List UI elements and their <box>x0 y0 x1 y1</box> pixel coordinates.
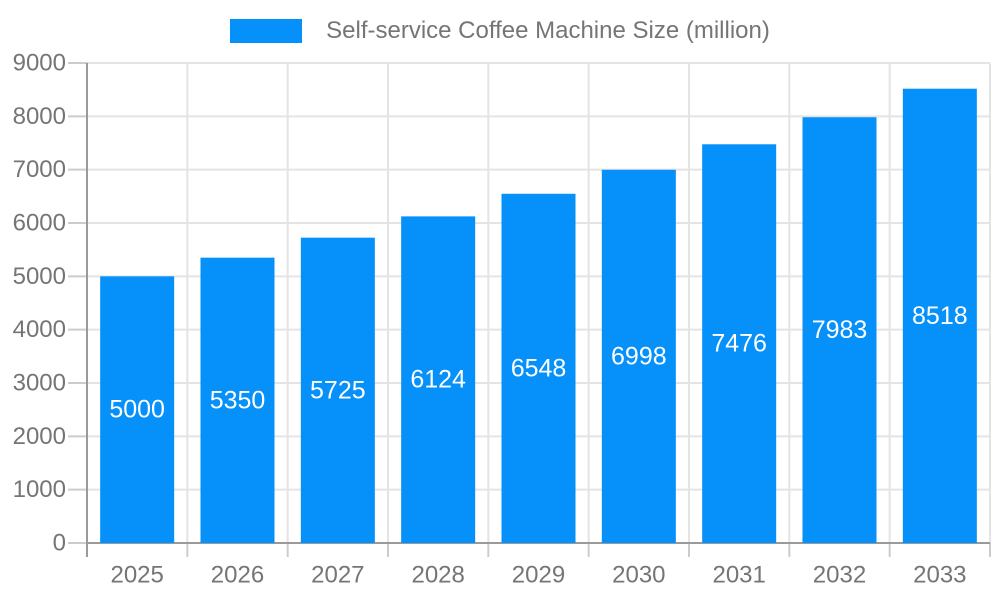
bar[interactable] <box>200 257 275 543</box>
bar[interactable] <box>300 237 375 543</box>
bar[interactable] <box>802 117 877 544</box>
legend-label: Self-service Coffee Machine Size (millio… <box>326 17 770 44</box>
legend[interactable]: Self-service Coffee Machine Size (millio… <box>0 15 1000 47</box>
x-axis-tick-label: 2030 <box>612 562 665 589</box>
y-axis-tick-label: 8000 <box>13 103 66 130</box>
x-axis-tick-label: 2026 <box>211 562 264 589</box>
bar-value-label: 7983 <box>812 316 868 344</box>
y-axis-tick-label: 2000 <box>13 423 66 450</box>
bar-value-label: 7476 <box>711 330 767 358</box>
bar-value-label: 5725 <box>310 376 366 404</box>
y-axis-tick-label: 4000 <box>13 316 66 343</box>
bar[interactable] <box>702 144 777 543</box>
x-axis-tick-label: 2028 <box>411 562 464 589</box>
x-axis-tick-label: 2027 <box>311 562 364 589</box>
x-axis-tick-label: 2033 <box>913 562 966 589</box>
y-axis-tick-label: 3000 <box>13 370 66 397</box>
bar-value-label: 6998 <box>611 342 667 370</box>
y-axis-tick-label: 9000 <box>13 50 66 77</box>
x-axis-tick-label: 2031 <box>712 562 765 589</box>
bar-value-label: 6548 <box>511 354 567 382</box>
x-axis-tick-label: 2029 <box>512 562 565 589</box>
bar[interactable] <box>401 216 476 544</box>
y-axis-tick-label: 7000 <box>13 156 66 183</box>
bar[interactable] <box>100 276 175 543</box>
bar[interactable] <box>902 88 977 543</box>
bar-value-label: 6124 <box>410 366 466 394</box>
bar-value-label: 5350 <box>210 386 266 414</box>
y-axis-tick-label: 6000 <box>13 210 66 237</box>
y-axis-tick-label: 0 <box>53 530 66 557</box>
y-axis-tick-label: 1000 <box>13 476 66 503</box>
y-axis-tick-label: 5000 <box>13 263 66 290</box>
bar[interactable] <box>501 193 576 544</box>
bar-value-label: 8518 <box>912 302 968 330</box>
x-axis-tick-label: 2032 <box>813 562 866 589</box>
legend-swatch <box>230 19 303 43</box>
bar[interactable] <box>601 169 676 544</box>
x-axis-tick-label: 2025 <box>110 562 163 589</box>
bar-value-label: 5000 <box>109 396 165 424</box>
